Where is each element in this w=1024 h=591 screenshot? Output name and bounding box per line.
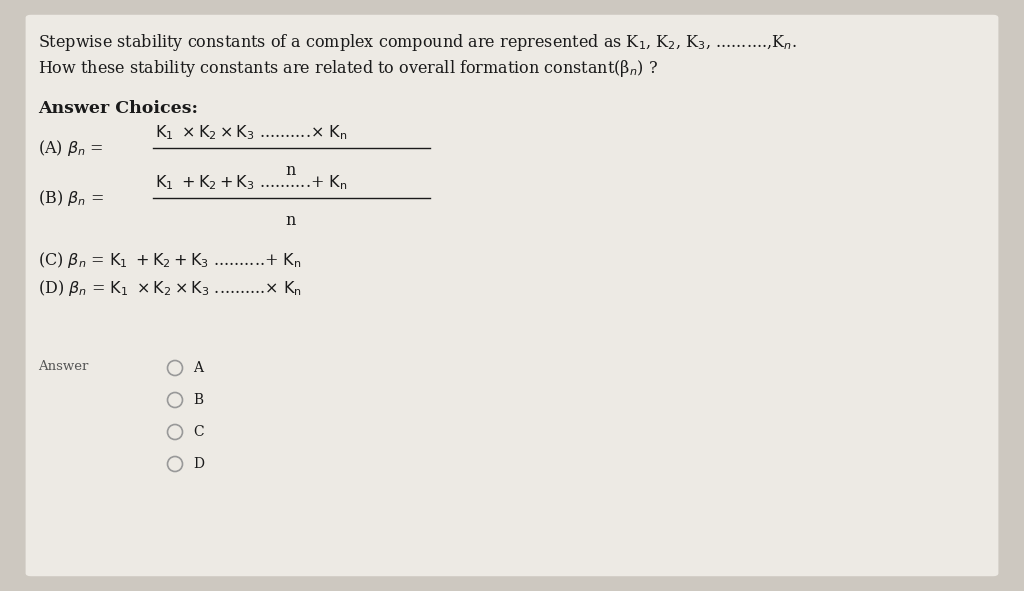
Text: How these stability constants are related to overall formation constant(β$_n$) ?: How these stability constants are relate… [38, 58, 658, 79]
Text: (B) $\beta_n$ =: (B) $\beta_n$ = [38, 188, 103, 208]
Text: Stepwise stability constants of a complex compound are represented as K$_1$, K$_: Stepwise stability constants of a comple… [38, 32, 797, 53]
Text: A: A [193, 361, 203, 375]
Text: (D) $\beta_n$ = $\mathrm{K_1\ \times K_2\times K_3}$ ..........$\times$ $\mathrm: (D) $\beta_n$ = $\mathrm{K_1\ \times K_2… [38, 278, 302, 298]
Text: B: B [193, 393, 203, 407]
Text: C: C [193, 425, 204, 439]
Text: (C) $\beta_n$ = $\mathrm{K_1\ +K_2+K_3}$ ..........+ $\mathrm{K_n}$: (C) $\beta_n$ = $\mathrm{K_1\ +K_2+K_3}$… [38, 250, 301, 270]
Text: Answer: Answer [38, 360, 88, 373]
Text: $\mathrm{K_1\ \times K_2\times K_3}$ ..........$\times$ $\mathrm{K_n}$: $\mathrm{K_1\ \times K_2\times K_3}$ ...… [155, 124, 347, 142]
Text: D: D [193, 457, 204, 471]
Text: $\mathrm{K_1\ +K_2+K_3}$ ..........+ $\mathrm{K_n}$: $\mathrm{K_1\ +K_2+K_3}$ ..........+ $\m… [155, 174, 347, 192]
Text: n: n [285, 212, 295, 229]
Text: n: n [285, 162, 295, 179]
Text: (A) $\beta_n$ =: (A) $\beta_n$ = [38, 138, 103, 158]
Text: Answer Choices:: Answer Choices: [38, 100, 198, 117]
